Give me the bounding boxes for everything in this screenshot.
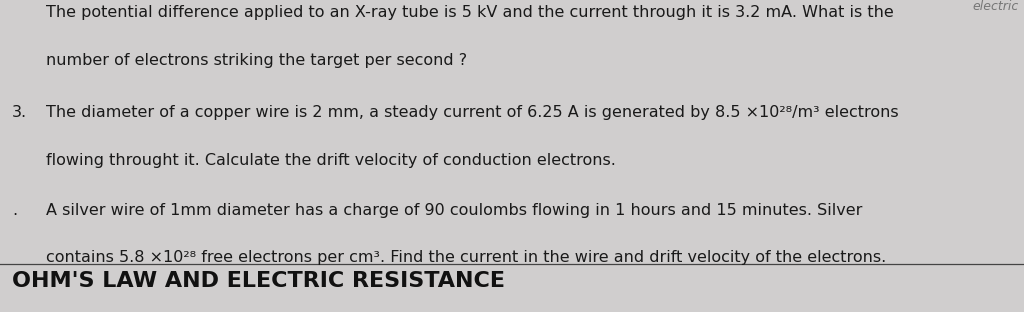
Text: The potential difference applied to an X-ray tube is 5 kV and the current throug: The potential difference applied to an X…: [46, 5, 894, 20]
Text: OHM'S LAW AND ELECTRIC RESISTANCE: OHM'S LAW AND ELECTRIC RESISTANCE: [12, 271, 505, 291]
Text: 3.: 3.: [12, 105, 28, 119]
Text: electric: electric: [973, 0, 1019, 13]
Text: The diameter of a copper wire is 2 mm, a steady current of 6.25 A is generated b: The diameter of a copper wire is 2 mm, a…: [46, 105, 899, 119]
Text: A silver wire of 1mm diameter has a charge of 90 coulombs flowing in 1 hours and: A silver wire of 1mm diameter has a char…: [46, 203, 862, 218]
Text: number of electrons striking the target per second ?: number of electrons striking the target …: [46, 53, 467, 68]
Text: .: .: [12, 203, 17, 218]
Text: flowing throught it. Calculate the drift velocity of conduction electrons.: flowing throught it. Calculate the drift…: [46, 153, 616, 168]
Text: contains 5.8 ×10²⁸ free electrons per cm³. Find the current in the wire and drif: contains 5.8 ×10²⁸ free electrons per cm…: [46, 250, 887, 265]
